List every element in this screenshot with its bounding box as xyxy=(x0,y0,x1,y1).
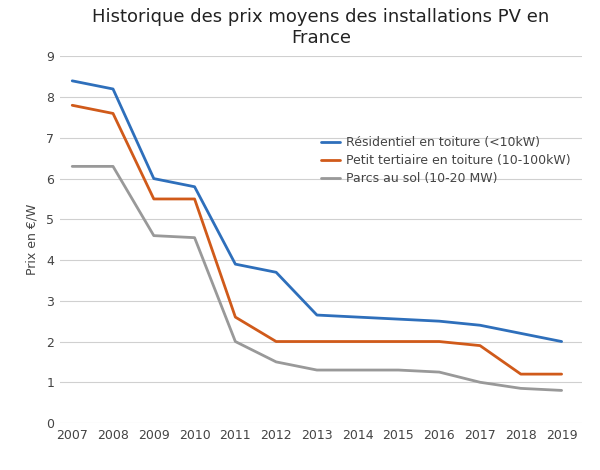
Résidentiel en toiture (<10kW) xyxy=(232,261,239,267)
Petit tertiaire en toiture (10-100kW) xyxy=(436,339,443,345)
Parcs au sol (10-20 MW) xyxy=(517,385,524,391)
Résidentiel en toiture (<10kW) xyxy=(109,86,116,92)
Parcs au sol (10-20 MW) xyxy=(68,164,76,169)
Parcs au sol (10-20 MW) xyxy=(436,369,443,375)
Parcs au sol (10-20 MW) xyxy=(476,379,484,385)
Résidentiel en toiture (<10kW) xyxy=(313,312,320,318)
Parcs au sol (10-20 MW) xyxy=(558,388,565,393)
Petit tertiaire en toiture (10-100kW) xyxy=(354,339,361,345)
Petit tertiaire en toiture (10-100kW) xyxy=(150,196,157,202)
Petit tertiaire en toiture (10-100kW) xyxy=(272,339,280,345)
Petit tertiaire en toiture (10-100kW) xyxy=(517,371,524,377)
Parcs au sol (10-20 MW) xyxy=(109,164,116,169)
Résidentiel en toiture (<10kW) xyxy=(68,78,76,84)
Petit tertiaire en toiture (10-100kW) xyxy=(476,343,484,348)
Legend: Résidentiel en toiture (<10kW), Petit tertiaire en toiture (10-100kW), Parcs au : Résidentiel en toiture (<10kW), Petit te… xyxy=(321,136,571,185)
Parcs au sol (10-20 MW) xyxy=(191,235,198,241)
Résidentiel en toiture (<10kW) xyxy=(191,184,198,189)
Petit tertiaire en toiture (10-100kW) xyxy=(558,371,565,377)
Y-axis label: Prix en €/W: Prix en €/W xyxy=(25,204,38,275)
Petit tertiaire en toiture (10-100kW) xyxy=(232,314,239,320)
Petit tertiaire en toiture (10-100kW) xyxy=(68,102,76,108)
Résidentiel en toiture (<10kW) xyxy=(436,318,443,324)
Résidentiel en toiture (<10kW) xyxy=(558,339,565,345)
Title: Historique des prix moyens des installations PV en
France: Historique des prix moyens des installat… xyxy=(92,8,550,47)
Parcs au sol (10-20 MW) xyxy=(232,339,239,345)
Parcs au sol (10-20 MW) xyxy=(313,367,320,373)
Résidentiel en toiture (<10kW) xyxy=(476,322,484,328)
Petit tertiaire en toiture (10-100kW) xyxy=(395,339,402,345)
Line: Petit tertiaire en toiture (10-100kW): Petit tertiaire en toiture (10-100kW) xyxy=(72,105,562,374)
Parcs au sol (10-20 MW) xyxy=(150,233,157,238)
Résidentiel en toiture (<10kW) xyxy=(517,330,524,336)
Line: Résidentiel en toiture (<10kW): Résidentiel en toiture (<10kW) xyxy=(72,81,562,342)
Petit tertiaire en toiture (10-100kW) xyxy=(191,196,198,202)
Parcs au sol (10-20 MW) xyxy=(272,359,280,365)
Résidentiel en toiture (<10kW) xyxy=(354,314,361,320)
Résidentiel en toiture (<10kW) xyxy=(272,269,280,275)
Résidentiel en toiture (<10kW) xyxy=(395,316,402,322)
Résidentiel en toiture (<10kW) xyxy=(150,176,157,181)
Petit tertiaire en toiture (10-100kW) xyxy=(109,110,116,116)
Parcs au sol (10-20 MW) xyxy=(395,367,402,373)
Petit tertiaire en toiture (10-100kW) xyxy=(313,339,320,345)
Parcs au sol (10-20 MW) xyxy=(354,367,361,373)
Line: Parcs au sol (10-20 MW): Parcs au sol (10-20 MW) xyxy=(72,166,562,391)
